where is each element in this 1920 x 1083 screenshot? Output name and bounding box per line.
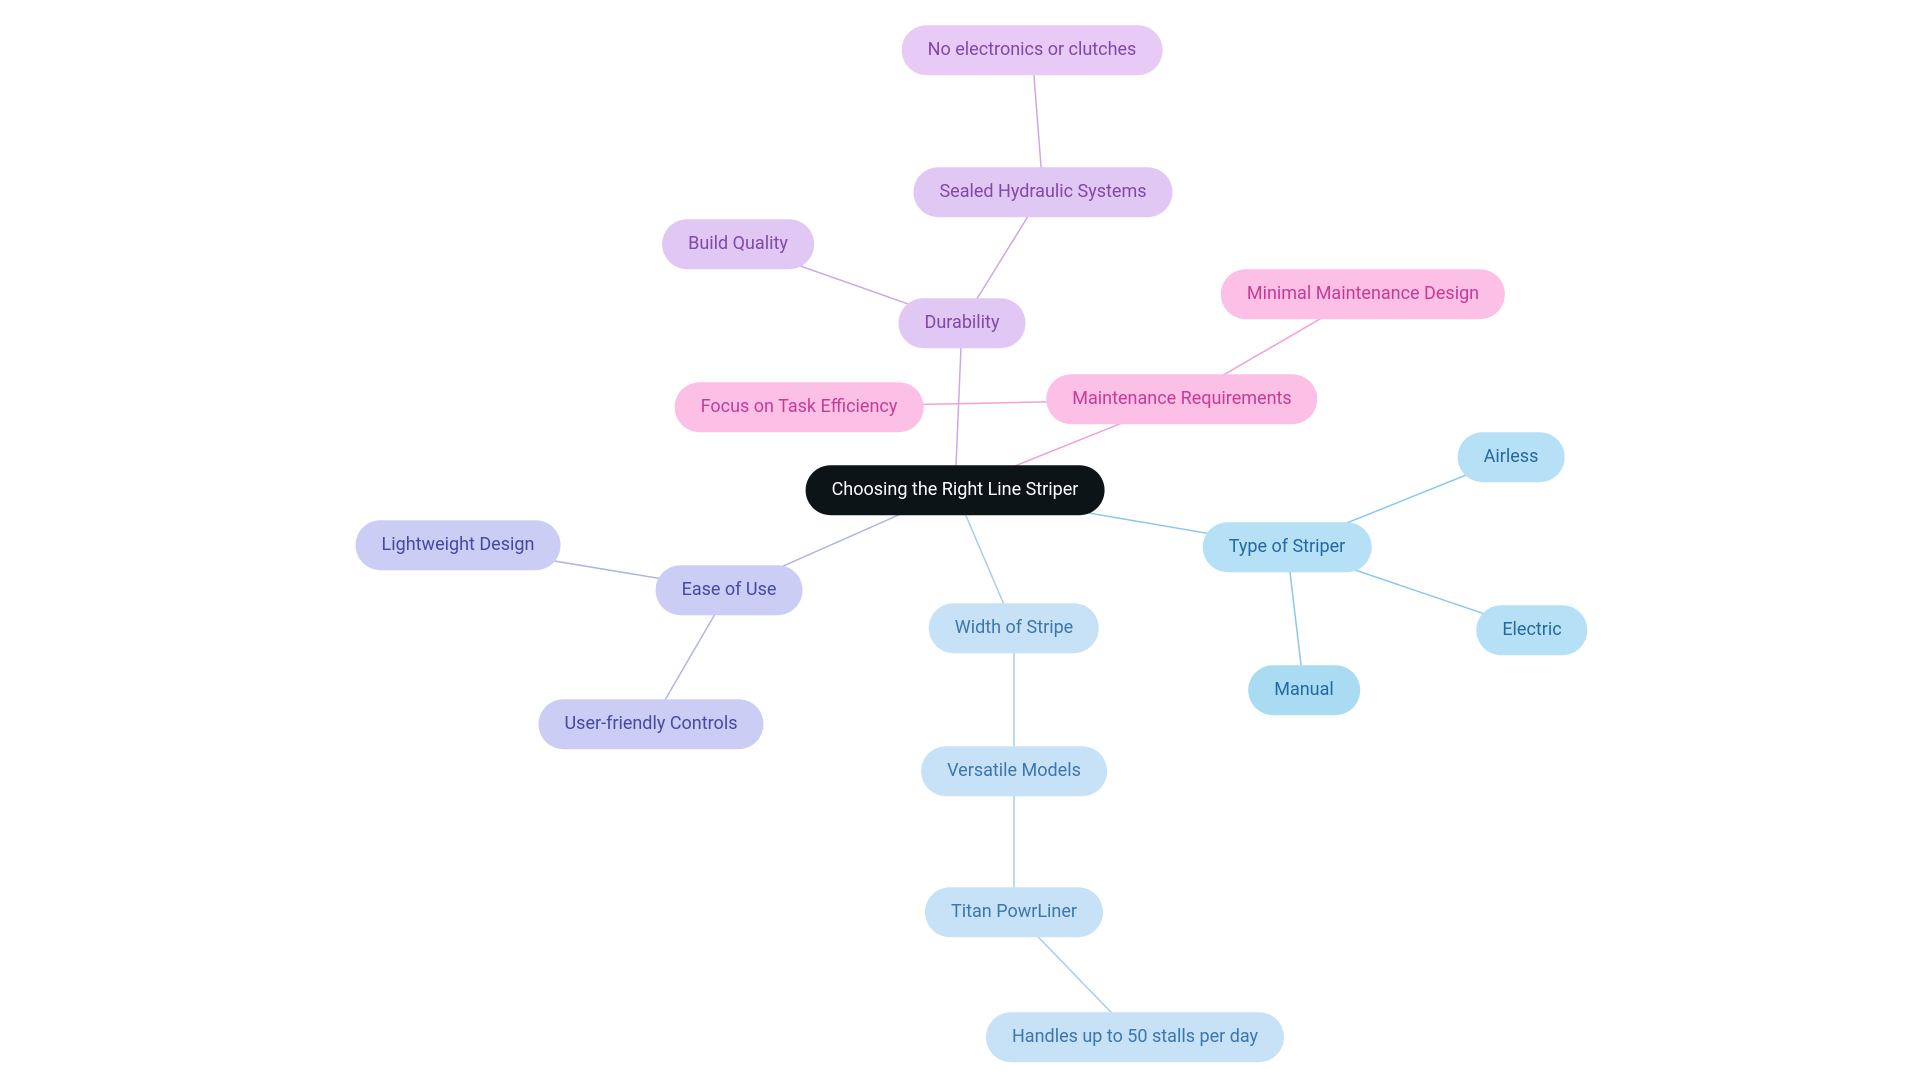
node-versatile-models: Versatile Models (921, 746, 1107, 796)
node-label: Sealed Hydraulic Systems (939, 181, 1146, 202)
node-electric: Electric (1476, 605, 1587, 655)
node-label: Airless (1484, 446, 1539, 467)
node-label: User-friendly Controls (565, 713, 738, 734)
node-width-of-stripe: Width of Stripe (929, 603, 1099, 653)
mindmap-canvas: Choosing the Right Line Striper Type of … (0, 0, 1920, 1083)
node-lightweight: Lightweight Design (356, 520, 561, 570)
node-label: Focus on Task Efficiency (701, 396, 898, 417)
node-no-electronics: No electronics or clutches (902, 25, 1163, 75)
node-maintenance-req: Maintenance Requirements (1046, 374, 1317, 424)
node-label: Titan PowrLiner (951, 901, 1077, 922)
node-titan-powrliner: Titan PowrLiner (925, 887, 1103, 937)
node-label: Maintenance Requirements (1072, 388, 1291, 409)
node-type-of-striper: Type of Striper (1203, 522, 1372, 572)
node-stalls: Handles up to 50 stalls per day (986, 1012, 1284, 1062)
node-label: Manual (1274, 679, 1334, 700)
node-label: No electronics or clutches (928, 39, 1137, 60)
node-sealed-hydraulic: Sealed Hydraulic Systems (913, 167, 1172, 217)
node-label: Lightweight Design (382, 534, 535, 555)
node-minimal-maintenance: Minimal Maintenance Design (1221, 269, 1505, 319)
node-root: Choosing the Right Line Striper (806, 465, 1105, 515)
node-airless: Airless (1458, 432, 1565, 482)
node-build-quality: Build Quality (662, 219, 814, 269)
node-user-friendly-controls: User-friendly Controls (539, 699, 764, 749)
node-label: Versatile Models (947, 760, 1081, 781)
node-label: Handles up to 50 stalls per day (1012, 1026, 1258, 1047)
node-label: Minimal Maintenance Design (1247, 283, 1479, 304)
node-label: Width of Stripe (955, 617, 1073, 638)
node-label: Electric (1502, 619, 1561, 640)
node-durability: Durability (899, 298, 1026, 348)
node-manual: Manual (1248, 665, 1360, 715)
node-label: Build Quality (688, 233, 788, 254)
node-focus-task-efficiency: Focus on Task Efficiency (675, 382, 924, 432)
node-ease-of-use: Ease of Use (656, 565, 803, 615)
node-label: Type of Striper (1229, 536, 1346, 557)
node-label: Ease of Use (682, 579, 777, 600)
node-label: Durability (925, 312, 1000, 333)
node-label: Choosing the Right Line Striper (832, 479, 1079, 500)
